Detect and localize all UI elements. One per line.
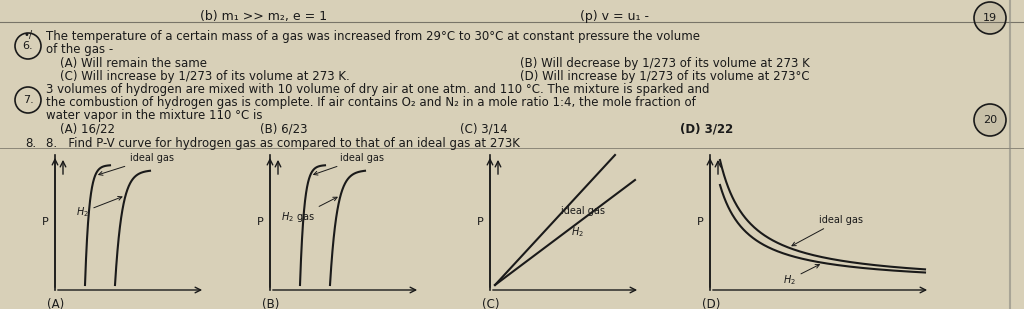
Text: (D) 3/22: (D) 3/22 (680, 123, 733, 136)
Text: $H_2$: $H_2$ (570, 225, 584, 239)
Text: ideal gas: ideal gas (560, 206, 604, 216)
Text: P: P (696, 217, 703, 227)
Text: ideal gas: ideal gas (313, 153, 384, 175)
Circle shape (974, 2, 1006, 34)
Text: (A) Will remain the same: (A) Will remain the same (60, 57, 207, 70)
Text: P: P (476, 217, 483, 227)
Text: (B) Will decrease by 1/273 of its volume at 273 K: (B) Will decrease by 1/273 of its volume… (520, 57, 810, 70)
Text: 19: 19 (983, 13, 997, 23)
Circle shape (15, 87, 41, 113)
Text: water vapor in the mixture 110 °C is: water vapor in the mixture 110 °C is (46, 109, 262, 122)
Text: (p) v = u₁ -: (p) v = u₁ - (580, 10, 653, 23)
Text: (C) Will increase by 1/273 of its volume at 273 K.: (C) Will increase by 1/273 of its volume… (60, 70, 350, 83)
Text: (C): (C) (482, 298, 500, 309)
Text: (B) 6/23: (B) 6/23 (260, 123, 307, 136)
Text: (A): (A) (47, 298, 65, 309)
Text: ideal gas: ideal gas (98, 153, 174, 175)
Text: the combustion of hydrogen gas is complete. If air contains O₂ and N₂ in a mole : the combustion of hydrogen gas is comple… (46, 96, 695, 109)
Text: ideal gas: ideal gas (792, 214, 862, 246)
Circle shape (15, 33, 41, 59)
Text: $H_2$: $H_2$ (782, 265, 819, 287)
Text: (A) 16/22: (A) 16/22 (60, 123, 115, 136)
Text: $H_2$: $H_2$ (76, 197, 122, 219)
Text: 8.: 8. (25, 137, 36, 150)
Text: (b) m₁ >> m₂, e = 1: (b) m₁ >> m₂, e = 1 (200, 10, 327, 23)
Text: 3 volumes of hydrogen are mixed with 10 volume of dry air at one atm. and 110 °C: 3 volumes of hydrogen are mixed with 10 … (46, 83, 710, 96)
Text: 20: 20 (983, 115, 997, 125)
Text: P: P (42, 217, 48, 227)
Text: (D) Will increase by 1/273 of its volume at 273°C: (D) Will increase by 1/273 of its volume… (520, 70, 810, 83)
Text: 6.: 6. (23, 41, 34, 51)
Text: P: P (257, 217, 263, 227)
Text: •/: •/ (24, 30, 33, 40)
Text: of the gas -: of the gas - (46, 43, 114, 56)
Text: (B): (B) (262, 298, 280, 309)
Text: $H_2$ gas: $H_2$ gas (281, 197, 337, 224)
Text: 8.   Find P-V curve for hydrogen gas as compared to that of an ideal gas at 273K: 8. Find P-V curve for hydrogen gas as co… (46, 137, 520, 150)
Text: (C) 3/14: (C) 3/14 (460, 123, 508, 136)
Circle shape (974, 104, 1006, 136)
Text: The temperature of a certain mass of a gas was increased from 29°C to 30°C at co: The temperature of a certain mass of a g… (46, 30, 700, 43)
Text: (D): (D) (702, 298, 720, 309)
Text: 7.: 7. (23, 95, 34, 105)
